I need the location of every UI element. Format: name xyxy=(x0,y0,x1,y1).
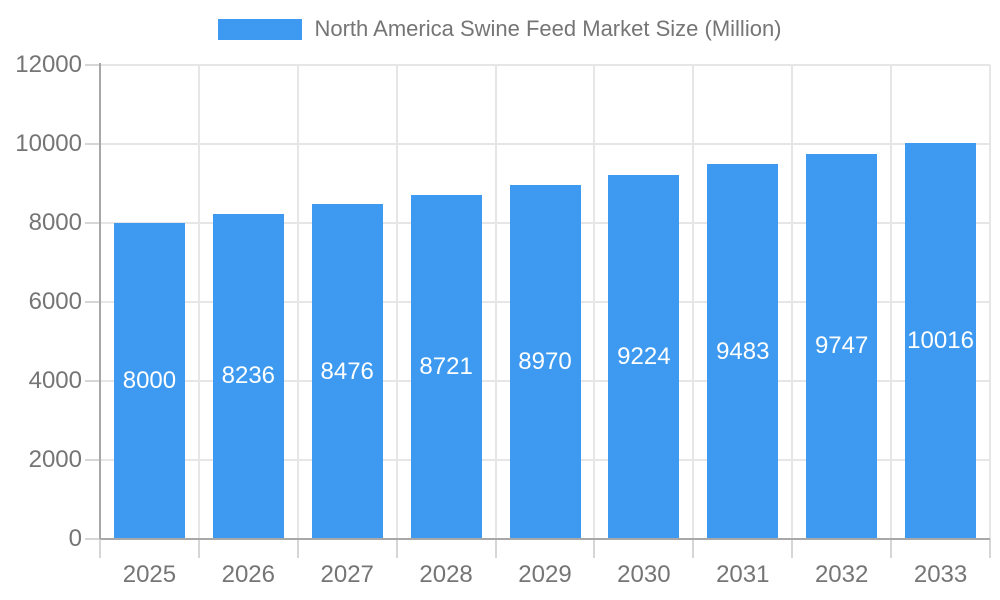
x-tick xyxy=(99,539,101,558)
bar[interactable]: 8236 xyxy=(212,213,284,539)
bar-value-label: 8000 xyxy=(122,367,177,394)
y-axis-line xyxy=(99,63,101,539)
y-tick xyxy=(85,538,100,540)
x-tick xyxy=(692,539,695,558)
y-gridline xyxy=(100,143,990,145)
bar-value-label: 8476 xyxy=(320,357,374,385)
x-axis-line xyxy=(100,538,990,540)
x-axis-tick-label: 2028 xyxy=(419,561,473,588)
bar-value-label: 9224 xyxy=(617,342,671,370)
x-gridline xyxy=(197,65,200,539)
x-tick xyxy=(791,539,794,558)
x-gridline xyxy=(593,65,596,539)
x-tick xyxy=(197,539,200,558)
bar-value-label: 9747 xyxy=(814,332,869,360)
x-gridline xyxy=(494,65,497,539)
bar-value-label: 8721 xyxy=(419,352,473,380)
bar[interactable]: 8721 xyxy=(410,194,482,539)
x-axis-tick-label: 2027 xyxy=(320,561,374,588)
x-tick xyxy=(395,539,398,558)
y-axis-tick-label: 4000 xyxy=(28,367,82,394)
x-tick xyxy=(494,539,497,558)
bar-value-label: 10016 xyxy=(907,327,974,355)
bar[interactable]: 8476 xyxy=(311,204,383,539)
x-axis-tick-label: 2033 xyxy=(913,561,968,588)
bar[interactable]: 8000 xyxy=(113,223,185,539)
y-tick xyxy=(85,380,100,382)
y-axis-tick-label: 12000 xyxy=(15,51,82,78)
chart-legend[interactable]: North America Swine Feed Market Size (Mi… xyxy=(0,16,1000,42)
x-axis-tick-label: 2031 xyxy=(716,561,770,588)
bar[interactable]: 10016 xyxy=(905,143,977,539)
x-axis-tick-label: 2025 xyxy=(122,561,177,588)
x-gridline xyxy=(395,65,398,539)
x-gridline xyxy=(890,65,893,539)
x-gridline xyxy=(989,65,991,539)
x-axis-tick-label: 2026 xyxy=(221,561,275,588)
y-axis-tick-label: 2000 xyxy=(28,446,82,473)
bar[interactable]: 9747 xyxy=(806,153,878,539)
legend-label: North America Swine Feed Market Size (Mi… xyxy=(314,16,782,41)
y-tick xyxy=(85,64,100,66)
x-gridline xyxy=(692,65,695,539)
x-gridline xyxy=(791,65,794,539)
x-tick xyxy=(989,539,991,558)
y-tick xyxy=(85,301,100,303)
x-axis-tick-label: 2032 xyxy=(814,561,869,588)
bar[interactable]: 9483 xyxy=(707,164,779,539)
x-axis-tick-label: 2030 xyxy=(617,561,671,588)
y-axis-tick-label: 8000 xyxy=(28,209,82,236)
y-axis-tick-label: 6000 xyxy=(28,288,82,315)
legend-swatch xyxy=(218,18,303,40)
bar-value-label: 9483 xyxy=(716,337,770,365)
bar-value-label: 8236 xyxy=(221,362,276,390)
y-tick xyxy=(85,143,100,145)
y-tick xyxy=(85,459,100,461)
y-axis-tick-label: 0 xyxy=(68,525,82,552)
y-tick xyxy=(85,222,100,224)
x-tick xyxy=(593,539,596,558)
bar-value-label: 8970 xyxy=(518,347,572,375)
bar[interactable]: 8970 xyxy=(509,184,581,539)
x-tick xyxy=(296,539,299,558)
y-gridline xyxy=(100,64,990,66)
x-axis-tick-label: 2029 xyxy=(518,561,572,588)
y-axis-tick-label: 10000 xyxy=(15,130,82,157)
bar[interactable]: 9224 xyxy=(608,174,680,539)
x-gridline xyxy=(296,65,299,539)
x-tick xyxy=(890,539,893,558)
